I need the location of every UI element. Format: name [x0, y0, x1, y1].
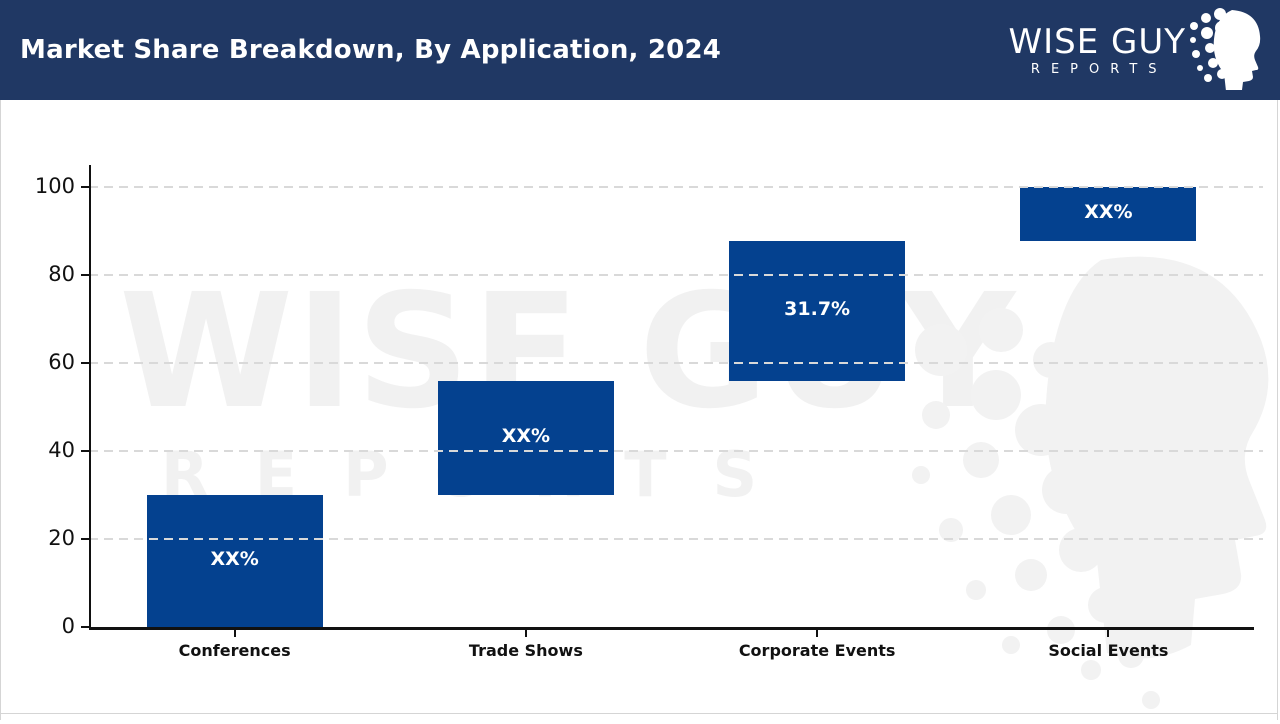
y-tick-label: 0 — [61, 614, 75, 638]
y-tick-label: 60 — [48, 350, 75, 374]
y-tick-mark — [81, 186, 89, 188]
logo-text: WISE GUY REPORTS — [1008, 25, 1186, 76]
bar-value-label: XX% — [501, 424, 551, 447]
x-tick-mark — [816, 629, 819, 637]
logo-wordmark: WISE GUY — [1008, 21, 1186, 62]
y-tick-label: 20 — [48, 526, 75, 550]
gridline-60 — [89, 362, 1263, 364]
x-tick-mark — [524, 629, 527, 637]
bar-value-label: XX% — [1084, 201, 1133, 224]
logo-face-icon — [1180, 6, 1266, 94]
y-axis-line — [89, 165, 91, 629]
x-category-label: Conferences — [178, 641, 291, 660]
y-tick-mark — [81, 450, 89, 452]
x-tick-mark — [233, 629, 236, 637]
wiseguy-logo: WISE GUY REPORTS — [1008, 6, 1280, 94]
bar-corporate-events — [729, 241, 906, 381]
gridline-80 — [89, 274, 1263, 276]
y-tick-mark — [81, 538, 89, 540]
y-tick-mark — [81, 362, 89, 364]
y-tick-label: 100 — [34, 174, 75, 198]
gridline-100 — [89, 186, 1263, 188]
gridline-40 — [89, 450, 1263, 452]
logo-subtitle: REPORTS — [1030, 61, 1168, 77]
x-category-label: Social Events — [1048, 641, 1169, 660]
y-tick-mark — [81, 274, 89, 276]
header-bar: Market Share Breakdown, By Application, … — [0, 0, 1280, 100]
x-category-label: Trade Shows — [468, 641, 583, 660]
bar-value-label: XX% — [210, 548, 259, 570]
x-category-label: Corporate Events — [738, 641, 896, 660]
bar-social-events — [1020, 187, 1197, 242]
page-title: Market Share Breakdown, By Application, … — [20, 35, 722, 65]
x-tick-mark — [1107, 629, 1110, 637]
bar-conferences — [146, 495, 323, 627]
gridline-20 — [89, 538, 1263, 540]
plot-area: 0 20 40 60 80 100 XX% Conferences XX% Trade Shows… — [1, 100, 1277, 720]
chart-canvas: WISE GUY REPORTS 020406080100XX%Conferen… — [0, 100, 1278, 720]
y-tick-mark — [81, 626, 89, 628]
frame-bottom-border — [1, 713, 1277, 714]
bar-trade-shows — [437, 380, 614, 495]
x-axis-line — [89, 627, 1254, 630]
y-tick-label: 80 — [48, 262, 75, 286]
watermark-face-icon — [881, 200, 1280, 724]
bar-value-label: 31.7% — [784, 297, 851, 320]
y-tick-label: 40 — [48, 438, 75, 462]
